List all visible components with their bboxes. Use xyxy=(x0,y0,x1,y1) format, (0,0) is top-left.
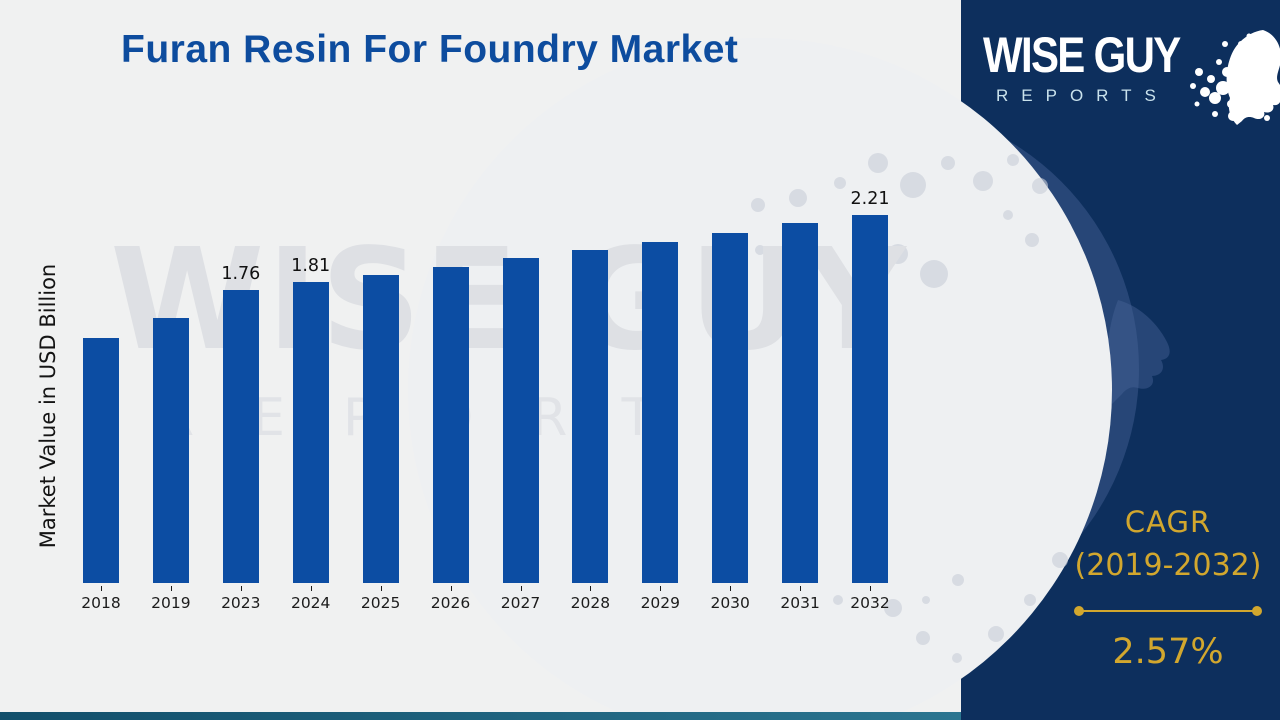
bar-2018 xyxy=(83,338,119,583)
x-tick-label-2032: 2032 xyxy=(850,594,890,612)
bottom-accent-bar xyxy=(0,712,961,720)
bar-2026 xyxy=(432,266,469,583)
wiseguy-logo: WISE GUY REPORTS xyxy=(983,30,1280,134)
x-tick-label-2030: 2030 xyxy=(710,594,750,612)
x-axis-tick xyxy=(800,586,802,591)
bar-2024 xyxy=(292,281,329,583)
x-axis-tick xyxy=(870,586,871,591)
logo-text: WISE GUY REPORTS xyxy=(983,30,1217,106)
x-tick-label-2031: 2031 xyxy=(780,594,820,612)
cagr-block: CAGR (2019-2032) 2.57% xyxy=(1062,505,1274,672)
bar-2031 xyxy=(782,223,819,583)
x-axis-tick xyxy=(660,586,662,591)
x-axis-tick xyxy=(101,586,102,591)
wiseguy-face-icon xyxy=(1190,30,1280,125)
x-axis-tick xyxy=(380,586,382,591)
x-tick-label-2019: 2019 xyxy=(151,594,191,612)
bar-2025 xyxy=(362,275,399,583)
bar-2029 xyxy=(642,241,679,583)
logo-reports-text: REPORTS xyxy=(996,86,1169,105)
x-tick-label-2024: 2024 xyxy=(290,594,331,612)
cagr-divider xyxy=(1074,606,1262,616)
x-axis-tick xyxy=(450,586,452,591)
x-axis-tick xyxy=(240,586,242,591)
x-tick-label-2027: 2027 xyxy=(500,594,541,612)
x-tick-label-2025: 2025 xyxy=(360,594,401,612)
cagr-value: 2.57% xyxy=(1112,632,1224,672)
data-label-2024: 1.81 xyxy=(291,255,331,276)
bar-2030 xyxy=(712,233,749,583)
x-axis-tick xyxy=(310,586,312,591)
data-label-2023: 1.76 xyxy=(221,264,261,284)
divider-right-dot xyxy=(1252,606,1262,616)
cagr-period: (2019-2032) xyxy=(1074,548,1262,583)
logo-wiseguy-text: WISE GUY xyxy=(983,27,1181,83)
bar-chart: 2018 2019 2023 1.76 2024 1.81 2025 2026 2027 2028… xyxy=(81,189,890,612)
x-tick-label-2018: 2018 xyxy=(81,594,121,612)
x-tick-label-2029: 2029 xyxy=(640,594,681,612)
x-tick-label-2023: 2023 xyxy=(221,594,261,612)
x-tick-label-2028: 2028 xyxy=(570,594,611,612)
x-axis-tick xyxy=(170,586,172,591)
x-axis-tick xyxy=(590,586,592,591)
cagr-label: CAGR xyxy=(1124,505,1212,539)
x-tick-label-2026: 2026 xyxy=(430,594,471,612)
bar-2019 xyxy=(152,318,189,583)
bar-2032 xyxy=(852,215,888,583)
divider-left-dot xyxy=(1074,606,1084,616)
bar-2023 xyxy=(222,290,259,583)
bar-2027 xyxy=(502,258,539,583)
data-label-2032: 2.21 xyxy=(850,189,890,209)
bar-2028 xyxy=(572,250,609,583)
x-axis-tick xyxy=(520,586,522,591)
x-axis-tick xyxy=(730,586,732,591)
